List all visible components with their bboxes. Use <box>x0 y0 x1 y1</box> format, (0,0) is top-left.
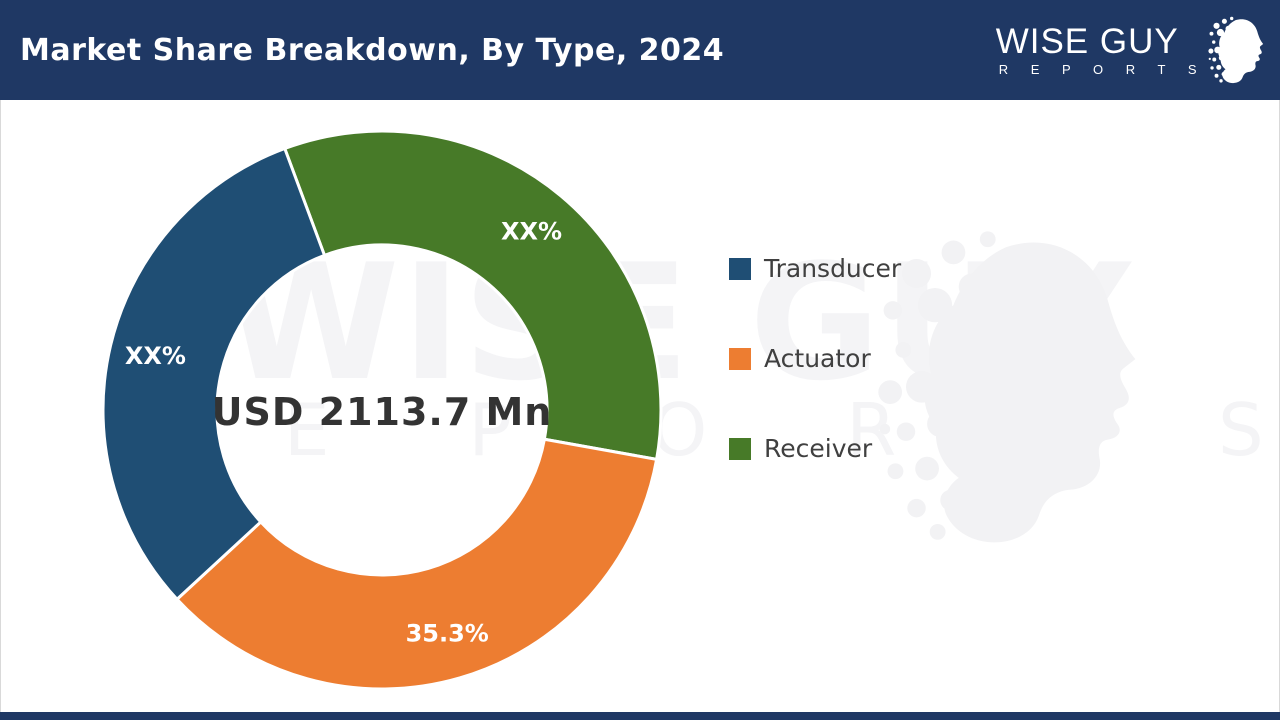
legend-swatch-transducer <box>729 258 751 280</box>
page-title: Market Share Breakdown, By Type, 2024 <box>20 32 725 68</box>
donut-slice-transducer <box>101 147 326 601</box>
chart-area: WISE GUY E P O R T S XX% 35.3% XX% USD 211… <box>0 100 1280 712</box>
logo-subtitle: R E P O R T S <box>998 61 1206 77</box>
legend-label-actuator: Actuator <box>764 344 871 373</box>
slice-label-transducer: XX% <box>125 342 186 370</box>
logo-wordmark: WISE GUY <box>995 21 1179 61</box>
watermark-face-icon <box>877 218 1167 561</box>
donut-slice-actuator <box>175 437 659 691</box>
brand-text: WISE GUY R E P O R T S <box>996 24 1206 77</box>
legend-item-transducer: Transducer <box>729 254 902 283</box>
donut-center-value: USD 2113.7 Mn <box>211 390 553 434</box>
legend-swatch-actuator <box>729 348 751 370</box>
donut-chart: XX% 35.3% XX% <box>101 129 663 691</box>
legend-label-receiver: Receiver <box>764 434 873 463</box>
header: Market Share Breakdown, By Type, 2024 WI… <box>0 0 1280 100</box>
legend-item-actuator: Actuator <box>729 344 901 373</box>
legend-swatch-receiver <box>729 438 751 460</box>
wiseguy-face-icon <box>1208 14 1270 87</box>
legend-label-transducer: Transducer <box>764 254 902 283</box>
legend-item-receiver: Receiver <box>729 434 901 463</box>
footer-bar <box>0 712 1280 720</box>
slice-label-actuator: 35.3% <box>406 620 489 648</box>
slice-label-receiver: XX% <box>501 217 562 245</box>
brand-logo: WISE GUY R E P O R T S <box>996 14 1270 87</box>
donut-slice-receiver <box>283 129 663 461</box>
legend: Transducer Actuator Receiver <box>729 254 902 528</box>
